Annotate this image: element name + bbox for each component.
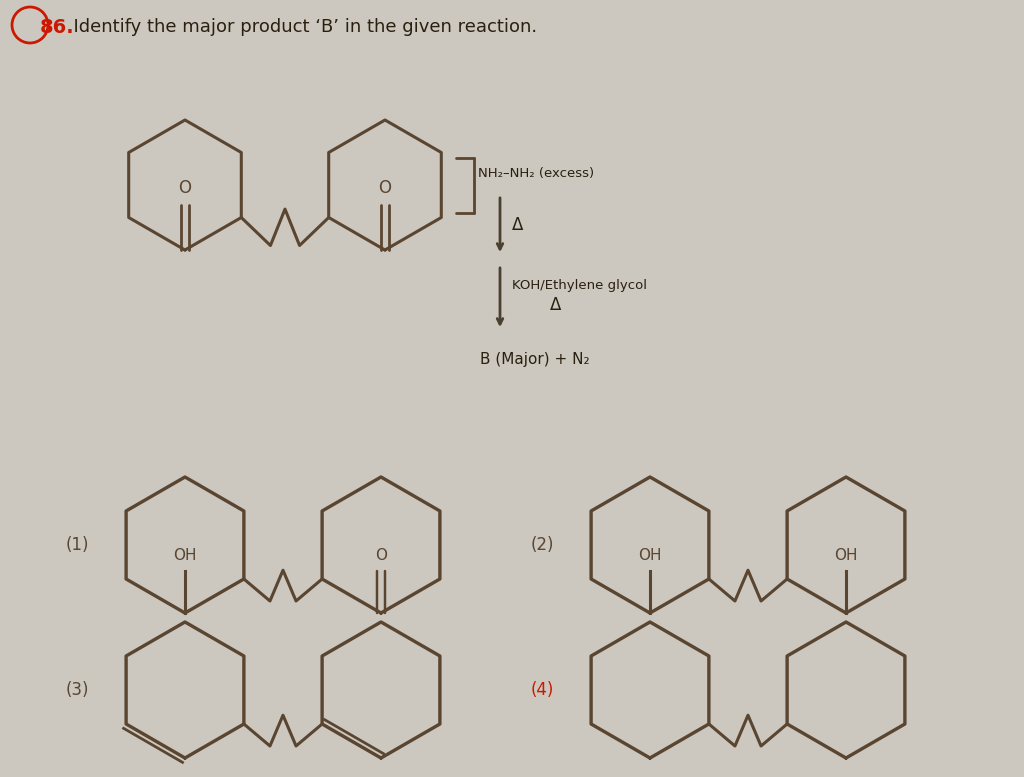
Text: (2): (2): [530, 536, 554, 554]
Text: O: O: [375, 548, 387, 563]
Text: Δ: Δ: [550, 297, 561, 315]
Text: KOH/Ethylene glycol: KOH/Ethylene glycol: [512, 280, 647, 292]
Text: Δ: Δ: [512, 216, 523, 234]
Text: 86.: 86.: [40, 18, 75, 37]
Text: OH: OH: [835, 548, 858, 563]
Text: O: O: [379, 179, 391, 197]
Text: O: O: [178, 179, 191, 197]
Text: NH₂–NH₂ (excess): NH₂–NH₂ (excess): [478, 167, 594, 180]
Text: (4): (4): [530, 681, 554, 699]
Text: (1): (1): [66, 536, 89, 554]
Text: OH: OH: [638, 548, 662, 563]
Text: (3): (3): [66, 681, 89, 699]
Text: OH: OH: [173, 548, 197, 563]
Text: Identify the major product ‘B’ in the given reaction.: Identify the major product ‘B’ in the gi…: [62, 18, 538, 36]
Text: B (Major) + N₂: B (Major) + N₂: [480, 352, 590, 367]
